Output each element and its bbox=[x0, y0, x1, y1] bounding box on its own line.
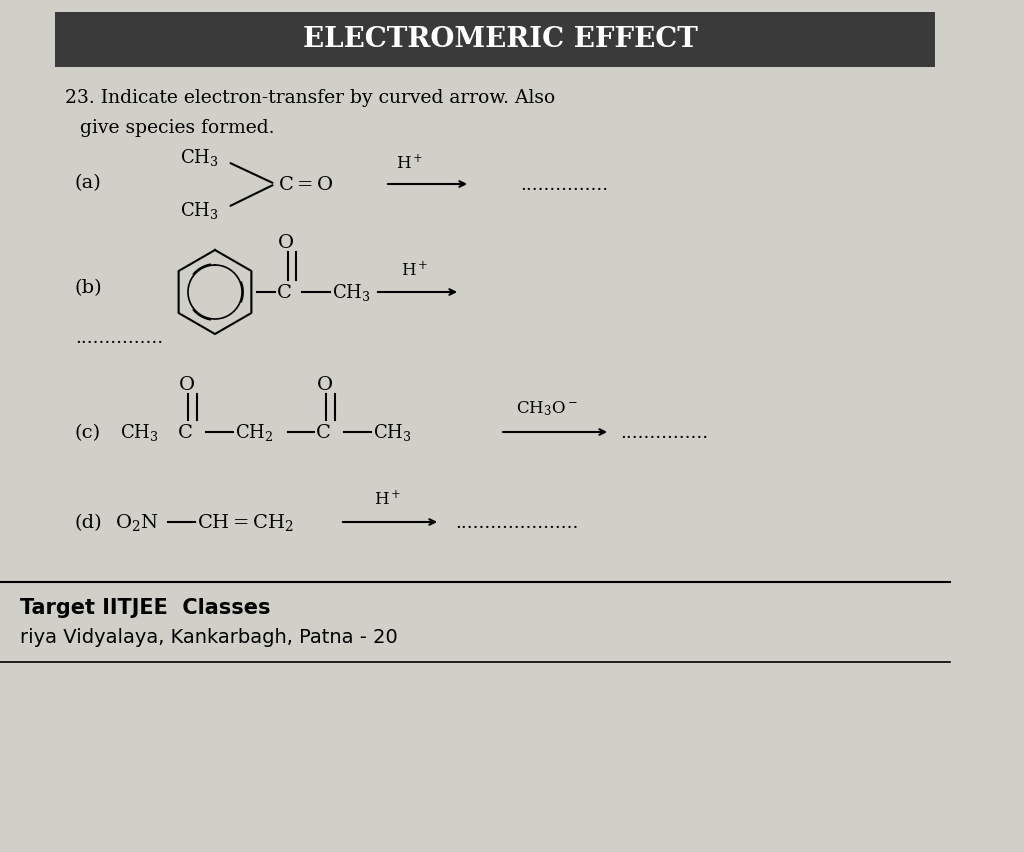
Text: O: O bbox=[317, 376, 333, 394]
Text: $\mathregular{CH_3}$: $\mathregular{CH_3}$ bbox=[180, 200, 219, 222]
Text: Target IITJEE  Classes: Target IITJEE Classes bbox=[20, 597, 270, 618]
Text: 23. Indicate electron-transfer by curved arrow. Also: 23. Indicate electron-transfer by curved… bbox=[65, 89, 555, 106]
Text: $\mathregular{CH = CH_2}$: $\mathregular{CH = CH_2}$ bbox=[197, 512, 294, 532]
Text: give species formed.: give species formed. bbox=[80, 119, 274, 137]
Text: $\mathregular{O_2N}$: $\mathregular{O_2N}$ bbox=[115, 512, 159, 532]
Text: $\mathregular{H^+}$: $\mathregular{H^+}$ bbox=[375, 490, 401, 509]
Text: $\mathregular{CH_3}$: $\mathregular{CH_3}$ bbox=[180, 147, 219, 169]
Text: (c): (c) bbox=[75, 423, 101, 441]
Text: $\mathregular{C = O}$: $\mathregular{C = O}$ bbox=[278, 176, 334, 193]
Text: (a): (a) bbox=[75, 174, 101, 192]
Text: $\mathregular{H^+}$: $\mathregular{H^+}$ bbox=[401, 261, 429, 279]
Text: $\mathregular{CH_2}$: $\mathregular{CH_2}$ bbox=[234, 422, 273, 443]
Text: $\mathregular{H^+}$: $\mathregular{H^+}$ bbox=[396, 154, 424, 173]
Text: $\mathregular{CH_3}$: $\mathregular{CH_3}$ bbox=[332, 282, 371, 303]
Text: C: C bbox=[278, 284, 292, 302]
Text: $\mathregular{CH_3O^-}$: $\mathregular{CH_3O^-}$ bbox=[516, 399, 578, 417]
Text: C: C bbox=[178, 423, 193, 441]
Text: ...............: ............... bbox=[75, 329, 163, 347]
Text: (d): (d) bbox=[75, 514, 102, 532]
Text: ...............: ............... bbox=[620, 423, 709, 441]
Text: C: C bbox=[316, 423, 331, 441]
FancyBboxPatch shape bbox=[55, 13, 935, 68]
Text: $\mathregular{CH_3}$: $\mathregular{CH_3}$ bbox=[373, 422, 412, 443]
Text: riya Vidyalaya, Kankarbagh, Patna - 20: riya Vidyalaya, Kankarbagh, Patna - 20 bbox=[20, 628, 397, 647]
Text: O: O bbox=[179, 376, 196, 394]
Text: (b): (b) bbox=[75, 279, 102, 296]
Text: .....................: ..................... bbox=[455, 514, 579, 532]
Text: O: O bbox=[278, 233, 294, 251]
Text: $\mathregular{CH_3}$: $\mathregular{CH_3}$ bbox=[120, 422, 159, 443]
Text: ...............: ............... bbox=[520, 176, 608, 193]
Text: ELECTROMERIC EFFECT: ELECTROMERIC EFFECT bbox=[302, 26, 697, 54]
